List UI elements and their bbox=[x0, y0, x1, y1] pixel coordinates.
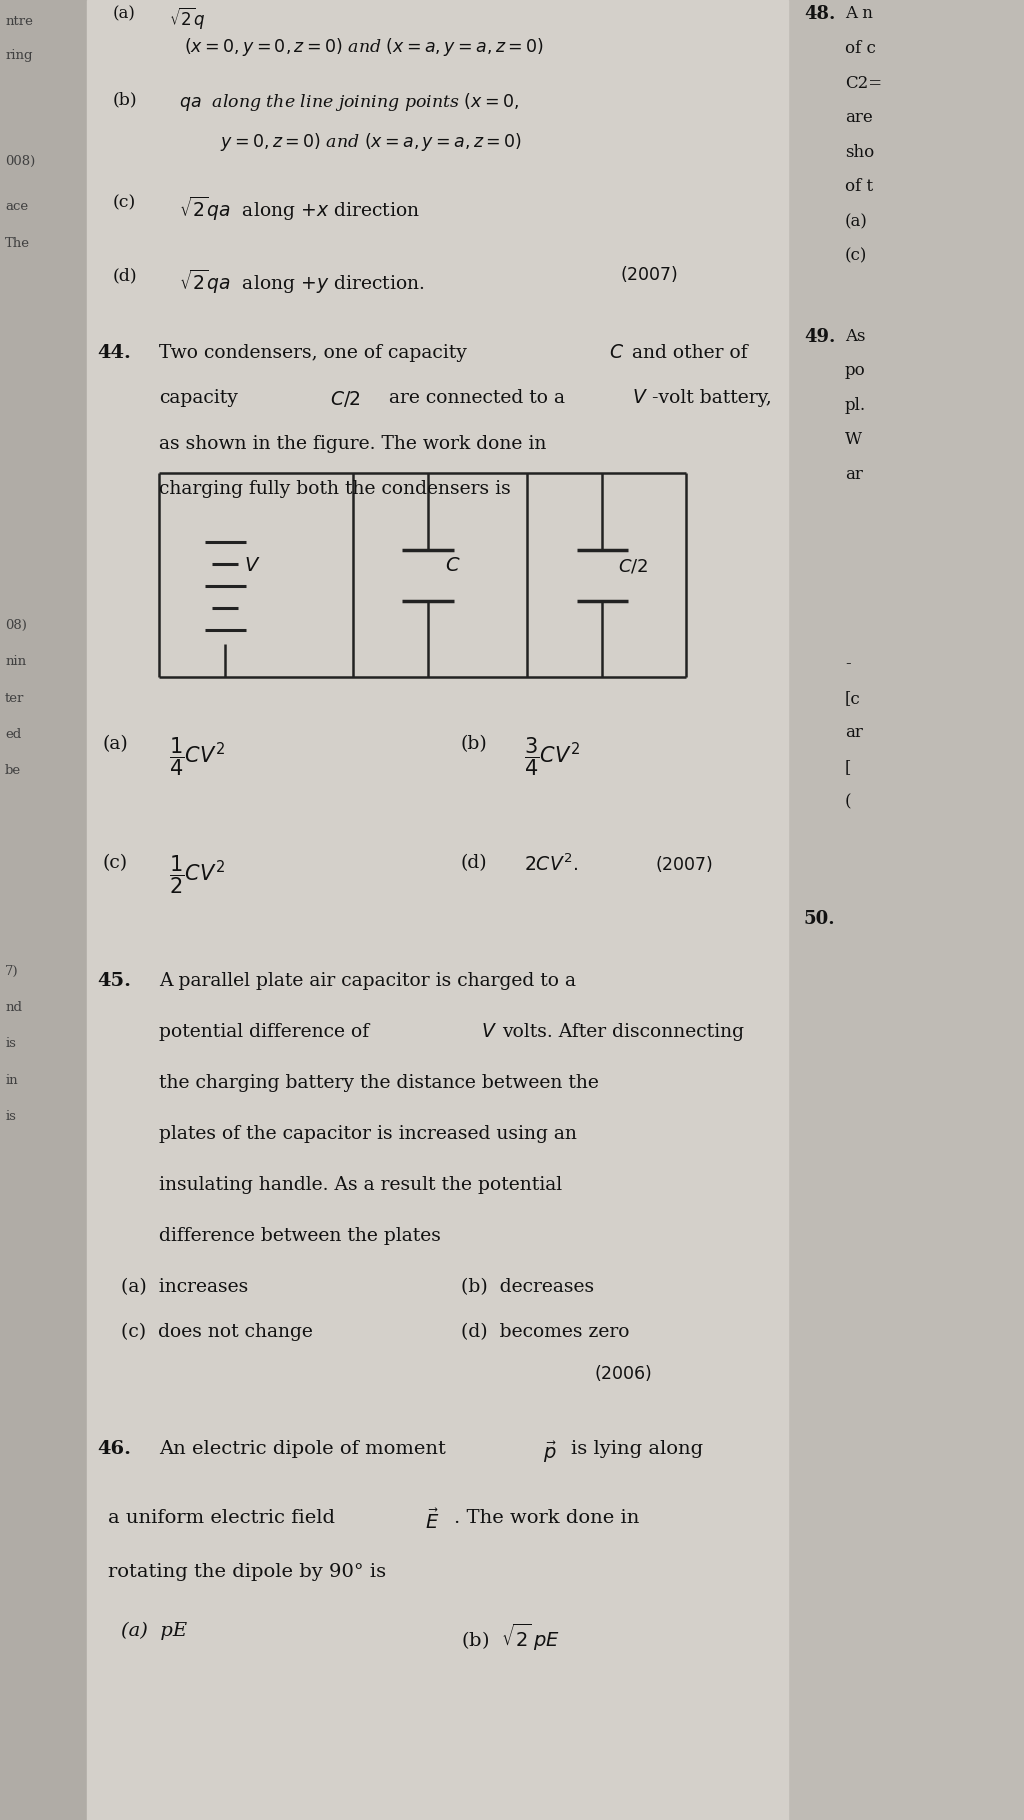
Text: $V$: $V$ bbox=[481, 1023, 498, 1041]
Text: a uniform electric field: a uniform electric field bbox=[108, 1509, 335, 1527]
Text: are: are bbox=[845, 109, 872, 126]
Text: $\vec{E}$: $\vec{E}$ bbox=[425, 1509, 439, 1532]
Text: 46.: 46. bbox=[97, 1440, 131, 1458]
Text: the charging battery the distance between the: the charging battery the distance betwee… bbox=[159, 1074, 599, 1092]
Text: $(2006)$: $(2006)$ bbox=[594, 1363, 652, 1383]
Text: volts. After disconnecting: volts. After disconnecting bbox=[502, 1023, 743, 1041]
Text: difference between the plates: difference between the plates bbox=[159, 1227, 440, 1245]
Text: ace: ace bbox=[5, 200, 29, 213]
Text: insulating handle. As a result the potential: insulating handle. As a result the poten… bbox=[159, 1176, 562, 1194]
Text: 44.: 44. bbox=[97, 344, 131, 362]
Text: nin: nin bbox=[5, 655, 27, 668]
Text: $\vec{p}$: $\vec{p}$ bbox=[543, 1440, 557, 1465]
Text: ter: ter bbox=[5, 692, 25, 704]
Text: is: is bbox=[5, 1110, 16, 1123]
Text: $C$: $C$ bbox=[445, 557, 461, 575]
Text: -: - bbox=[845, 655, 850, 672]
Text: $C$: $C$ bbox=[609, 344, 625, 362]
Text: (d)  becomes zero: (d) becomes zero bbox=[461, 1323, 630, 1341]
Text: po: po bbox=[845, 362, 865, 379]
Text: 08): 08) bbox=[5, 619, 27, 632]
Text: $\sqrt{2}q$: $\sqrt{2}q$ bbox=[169, 5, 205, 31]
Text: $2CV^2.$: $2CV^2.$ bbox=[524, 854, 579, 875]
Text: is lying along: is lying along bbox=[571, 1440, 703, 1458]
Text: [: [ bbox=[845, 759, 851, 775]
Text: ar: ar bbox=[845, 466, 862, 482]
Text: $\sqrt{2}qa$  along $+x$ direction: $\sqrt{2}qa$ along $+x$ direction bbox=[179, 195, 420, 222]
Text: and other of: and other of bbox=[632, 344, 748, 362]
Text: A n: A n bbox=[845, 5, 872, 22]
Text: (b)  $\sqrt{2}\,pE$: (b) $\sqrt{2}\,pE$ bbox=[461, 1622, 559, 1653]
Text: [c: [c bbox=[845, 690, 860, 706]
Text: ed: ed bbox=[5, 728, 22, 741]
Text: 008): 008) bbox=[5, 155, 36, 167]
Text: (d): (d) bbox=[113, 268, 137, 284]
Text: (c): (c) bbox=[102, 854, 128, 872]
Text: rotating the dipole by 90° is: rotating the dipole by 90° is bbox=[108, 1563, 386, 1582]
Text: The: The bbox=[5, 237, 30, 249]
Text: capacity: capacity bbox=[159, 389, 238, 408]
Text: (c): (c) bbox=[113, 195, 136, 211]
Text: sho: sho bbox=[845, 144, 874, 160]
Text: of c: of c bbox=[845, 40, 876, 56]
Text: W: W bbox=[845, 431, 862, 448]
Text: (a): (a) bbox=[845, 213, 867, 229]
Text: 50.: 50. bbox=[804, 910, 836, 928]
Text: (a)  increases: (a) increases bbox=[121, 1278, 248, 1296]
Bar bbox=[0, 0, 87, 1820]
Text: of t: of t bbox=[845, 178, 872, 195]
Text: pl.: pl. bbox=[845, 397, 866, 413]
Text: $(2007)$: $(2007)$ bbox=[655, 854, 714, 874]
Text: $\dfrac{1}{2}CV^2$: $\dfrac{1}{2}CV^2$ bbox=[169, 854, 225, 895]
Text: nd: nd bbox=[5, 1001, 23, 1014]
Text: are connected to a: are connected to a bbox=[389, 389, 565, 408]
Text: (b): (b) bbox=[113, 91, 137, 107]
Text: in: in bbox=[5, 1074, 17, 1087]
Text: $y=0, z=0)$ and $(x=a, y=a, z=0)$: $y=0, z=0)$ and $(x=a, y=a, z=0)$ bbox=[220, 131, 522, 153]
Text: ring: ring bbox=[5, 49, 33, 62]
Text: $\dfrac{1}{4}CV^2$: $\dfrac{1}{4}CV^2$ bbox=[169, 735, 225, 777]
Text: $C/2$: $C/2$ bbox=[330, 389, 360, 410]
Text: $V$: $V$ bbox=[632, 389, 648, 408]
Text: (a): (a) bbox=[113, 5, 135, 22]
Text: C2=: C2= bbox=[845, 75, 882, 91]
Text: $\dfrac{3}{4}CV^2$: $\dfrac{3}{4}CV^2$ bbox=[524, 735, 581, 777]
Text: as shown in the figure. The work done in: as shown in the figure. The work done in bbox=[159, 435, 546, 453]
Text: (a): (a) bbox=[102, 735, 128, 753]
Text: is: is bbox=[5, 1037, 16, 1050]
Text: ar: ar bbox=[845, 724, 862, 741]
Text: As: As bbox=[845, 328, 865, 344]
Text: be: be bbox=[5, 764, 22, 777]
Text: (c): (c) bbox=[845, 248, 867, 264]
Text: . The work done in: . The work done in bbox=[454, 1509, 639, 1527]
Text: 48.: 48. bbox=[804, 5, 836, 24]
Text: 7): 7) bbox=[5, 965, 18, 977]
Text: An electric dipole of moment: An electric dipole of moment bbox=[159, 1440, 445, 1458]
Text: (a)  pE: (a) pE bbox=[121, 1622, 187, 1640]
Text: $(2007)$: $(2007)$ bbox=[620, 264, 678, 284]
Bar bbox=[87, 0, 788, 1820]
Bar bbox=[788, 0, 1024, 1820]
Text: 49.: 49. bbox=[804, 328, 836, 346]
Text: ntre: ntre bbox=[5, 15, 33, 27]
Text: (b)  decreases: (b) decreases bbox=[461, 1278, 594, 1296]
Text: A parallel plate air capacitor is charged to a: A parallel plate air capacitor is charge… bbox=[159, 972, 575, 990]
Text: (b): (b) bbox=[461, 735, 487, 753]
Text: $V$: $V$ bbox=[244, 557, 260, 575]
Text: charging fully both the condensers is: charging fully both the condensers is bbox=[159, 480, 511, 499]
Text: $\sqrt{2}qa$  along $+y$ direction.: $\sqrt{2}qa$ along $+y$ direction. bbox=[179, 268, 425, 295]
Text: $C/2$: $C/2$ bbox=[618, 557, 648, 575]
Text: (: ( bbox=[845, 794, 851, 810]
Text: -volt battery,: -volt battery, bbox=[652, 389, 772, 408]
Text: $qa$  along the line joining points $(x=0,$: $qa$ along the line joining points $(x=0… bbox=[179, 91, 519, 113]
Text: $(x=0, y=0, z=0)$ and $(x=a, y=a, z=0)$: $(x=0, y=0, z=0)$ and $(x=a, y=a, z=0)$ bbox=[184, 36, 544, 58]
Text: (d): (d) bbox=[461, 854, 487, 872]
Text: plates of the capacitor is increased using an: plates of the capacitor is increased usi… bbox=[159, 1125, 577, 1143]
Text: Two condensers, one of capacity: Two condensers, one of capacity bbox=[159, 344, 467, 362]
Text: 45.: 45. bbox=[97, 972, 131, 990]
Text: potential difference of: potential difference of bbox=[159, 1023, 369, 1041]
Text: (c)  does not change: (c) does not change bbox=[121, 1323, 312, 1341]
